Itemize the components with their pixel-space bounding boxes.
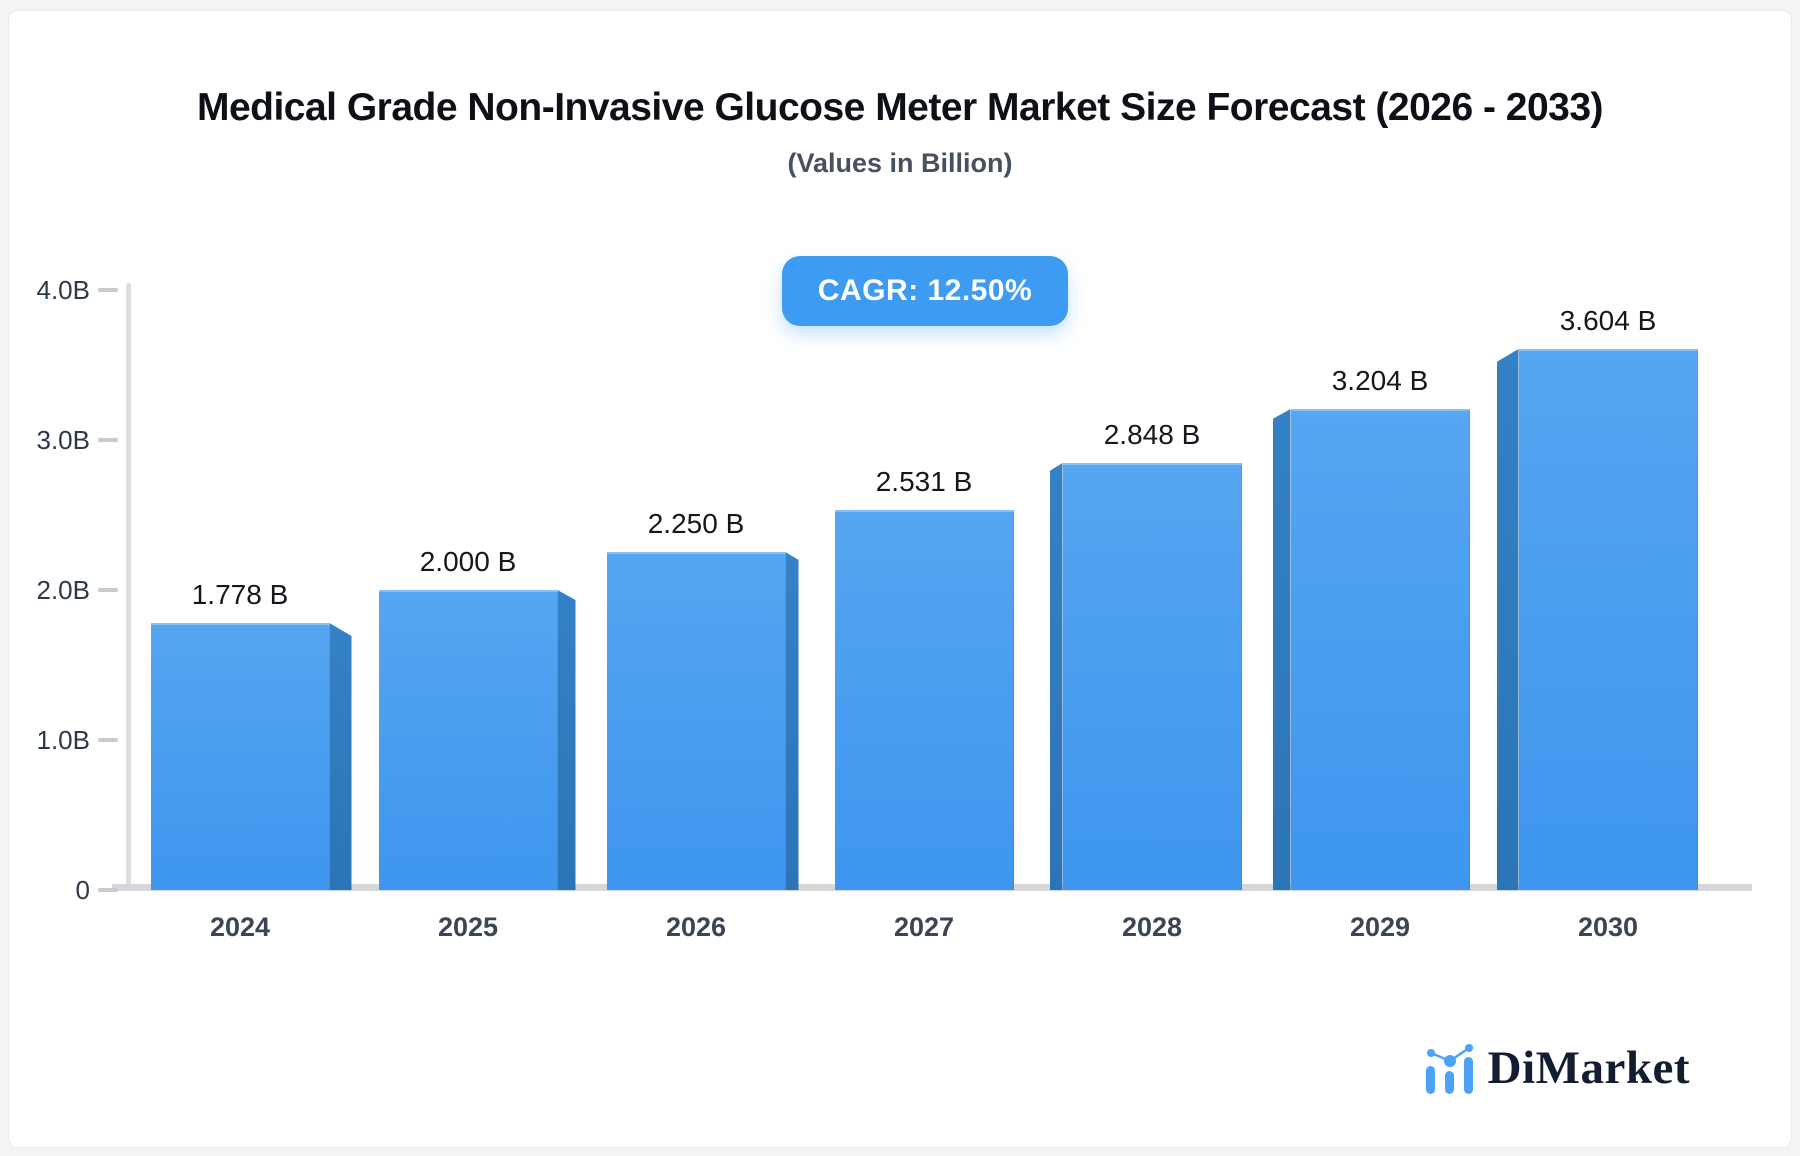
y-axis-tick: [98, 438, 118, 442]
x-axis-label: 2029: [1349, 912, 1411, 942]
x-axis-label: 2028: [1121, 912, 1183, 942]
bar-value-label: 1.778 B: [191, 579, 289, 610]
bar-2024[interactable]: [150, 623, 330, 890]
bar-side-face: [1496, 349, 1519, 890]
x-axis-label: 2024: [209, 912, 271, 942]
bar-line-chart-icon: [1425, 1044, 1473, 1094]
bar-side-face: [1272, 409, 1291, 890]
bar-side-face: [557, 590, 576, 890]
y-axis-tick: [98, 888, 118, 892]
bar-side-face: [1049, 463, 1063, 890]
bar-value-label: 2.000 B: [419, 546, 517, 577]
y-axis-tick-label: 1.0B: [36, 725, 91, 755]
bar-2028[interactable]: [1062, 463, 1242, 890]
bar-side-face: [329, 623, 352, 890]
bar-value-label: 2.531 B: [875, 466, 973, 497]
cagr-badge-label: CAGR: 12.50%: [817, 274, 1033, 307]
bar-value-label: 3.204 B: [1331, 365, 1429, 396]
y-axis-tick: [98, 288, 118, 292]
brand-logo-text: DiMarket: [1487, 1042, 1690, 1094]
x-axis-label: 2030: [1577, 912, 1639, 942]
x-axis-label: 2026: [665, 912, 727, 942]
x-axis-label: 2027: [893, 912, 955, 942]
y-axis-line: [126, 283, 131, 890]
bar-2027[interactable]: [834, 510, 1014, 890]
x-axis-label: 2025: [437, 912, 499, 942]
cagr-badge: CAGR: 12.50%: [782, 256, 1068, 326]
y-axis-tick: [98, 738, 118, 742]
y-axis-tick: [98, 588, 118, 592]
y-axis-tick-label: 2.0B: [36, 575, 91, 605]
bar-side-face: [785, 552, 799, 890]
brand-logo: DiMarket: [1424, 1036, 1690, 1100]
bar-value-label: 3.604 B: [1559, 305, 1657, 336]
bar-2025[interactable]: [378, 590, 558, 890]
y-axis-tick-label: 4.0B: [36, 275, 91, 305]
bar-2029[interactable]: [1290, 409, 1470, 890]
chart-subtitle: (Values in Billion): [787, 148, 1013, 178]
bar-2030[interactable]: [1518, 349, 1698, 890]
bar-value-label: 2.250 B: [647, 508, 745, 539]
bar-value-label: 2.848 B: [1103, 419, 1201, 450]
bar-2026[interactable]: [606, 552, 786, 890]
y-axis-tick-label: 0: [75, 875, 90, 905]
chart-title: Medical Grade Non-Invasive Glucose Meter…: [196, 86, 1604, 129]
y-axis-tick-label: 3.0B: [36, 425, 91, 455]
